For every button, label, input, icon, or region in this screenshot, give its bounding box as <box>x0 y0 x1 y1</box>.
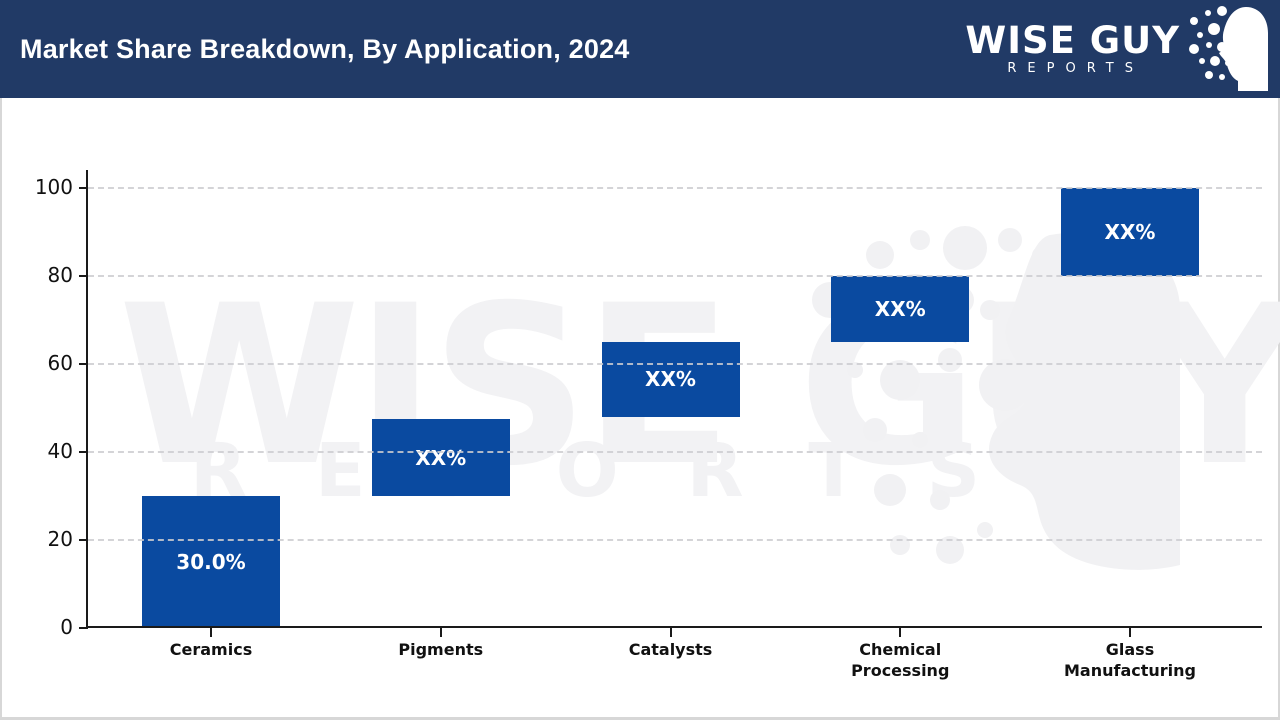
x-tick-mark <box>669 628 672 637</box>
y-axis-line <box>86 170 88 628</box>
brand-face-icon <box>1189 6 1268 91</box>
bar-chemical-processing: XX% <box>831 276 970 342</box>
y-tick-mark <box>79 539 88 541</box>
y-tick-label: 60 <box>47 351 73 375</box>
y-tick-label: 40 <box>47 439 73 463</box>
bar-catalysts: XX% <box>601 342 740 417</box>
y-tick-label: 0 <box>60 615 73 639</box>
y-tick-mark <box>79 451 88 453</box>
x-axis-line <box>86 626 1262 628</box>
brand-logo-text: WISE GUY REPORTS <box>965 22 1180 76</box>
y-tick-label: 20 <box>47 527 73 551</box>
chart-title: Market Share Breakdown, By Application, … <box>20 33 630 64</box>
brand-name: WISE GUY <box>965 19 1180 62</box>
y-tick-label: 100 <box>34 175 73 199</box>
y-tick-mark <box>79 275 88 277</box>
gridline <box>88 451 1262 453</box>
bar-value-label: XX% <box>415 445 467 470</box>
y-tick-mark <box>79 187 88 189</box>
x-tick-mark <box>210 628 212 637</box>
x-category-label: Ceramics <box>169 640 253 659</box>
y-tick-label: 80 <box>47 263 73 287</box>
bar-ceramics: 30.0% <box>142 496 280 628</box>
x-category-label: Glass Manufacturing <box>1064 640 1196 680</box>
bar-value-label: XX% <box>645 367 696 392</box>
y-tick-mark <box>79 627 88 629</box>
gridline <box>88 275 1262 277</box>
bar-pigments: XX% <box>371 419 510 496</box>
gridline <box>88 187 1262 189</box>
brand-subname: REPORTS <box>1007 61 1144 76</box>
header-bar: Market Share Breakdown, By Application, … <box>0 0 1280 98</box>
x-tick-mark <box>899 628 902 637</box>
x-category-label: Chemical Processing <box>851 640 950 680</box>
x-tick-mark <box>439 628 442 637</box>
y-tick-mark <box>79 363 88 365</box>
x-category-label: Catalysts <box>628 640 713 659</box>
x-category-label: Pigments <box>398 640 484 659</box>
gridline <box>88 539 1262 541</box>
brand-logo: WISE GUY REPORTS <box>965 5 1280 93</box>
bar-value-label: XX% <box>1104 220 1156 244</box>
x-tick-mark <box>1129 628 1131 637</box>
bar-glass-manufacturing: XX% <box>1061 188 1199 276</box>
bar-value-label: 30.0% <box>176 550 246 574</box>
gridline <box>88 363 1262 365</box>
bar-value-label: XX% <box>874 297 926 321</box>
